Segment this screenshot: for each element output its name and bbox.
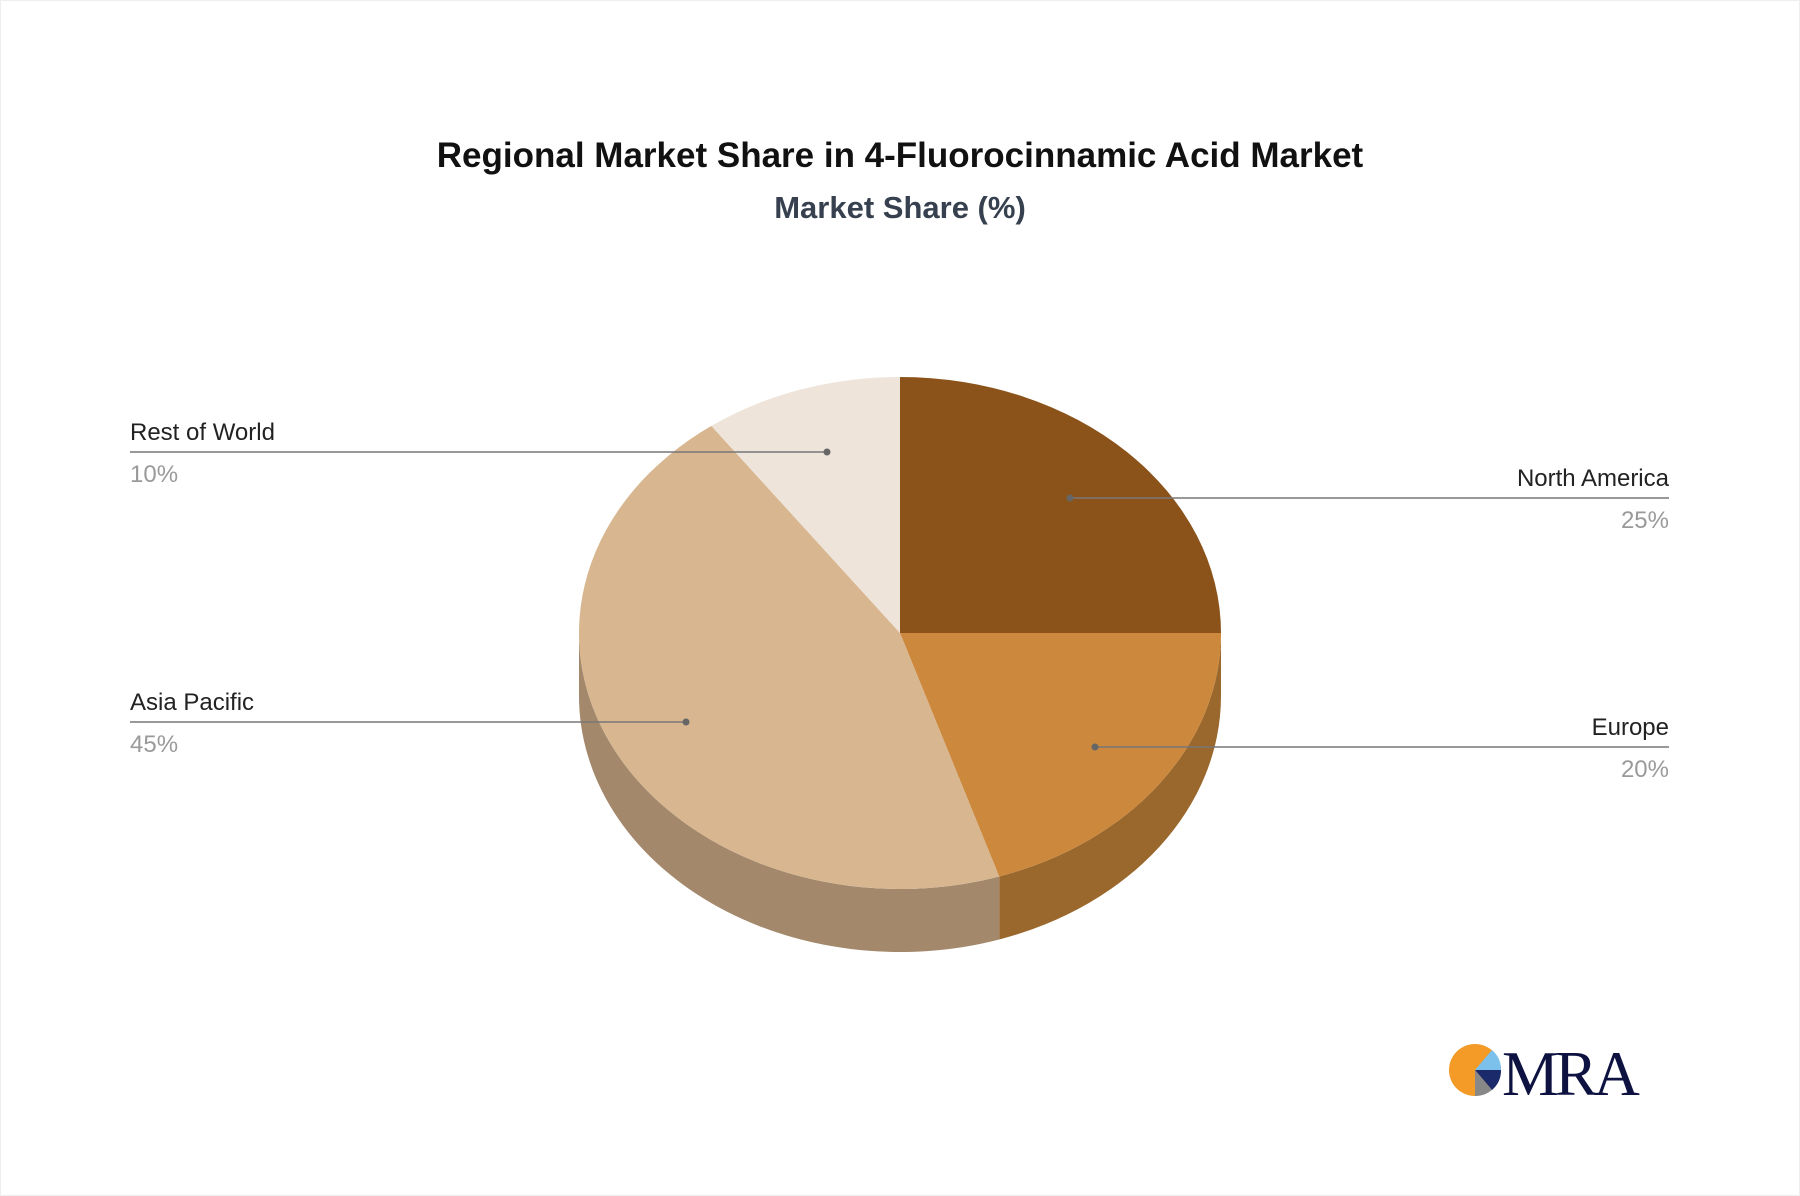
label-europe: Europe bbox=[1592, 714, 1669, 741]
chart-title: Regional Market Share in 4-Fluorocinnami… bbox=[436, 136, 1364, 175]
label-north-america: North America bbox=[1517, 465, 1670, 492]
leader-dot-asia-pacific bbox=[682, 718, 690, 726]
chart-subtitle: Market Share (%) bbox=[774, 190, 1026, 225]
mra-logo: MRA bbox=[1449, 1038, 1640, 1109]
pie-side-asia-pacific bbox=[578, 633, 1000, 952]
leader-dot-north-america bbox=[1066, 494, 1074, 502]
pie-side-europe bbox=[999, 633, 1221, 940]
label-asia-pacific: Asia Pacific bbox=[130, 689, 254, 716]
pie-slice-asia-pacific bbox=[579, 425, 1000, 889]
svg-text:MRA: MRA bbox=[1502, 1038, 1640, 1109]
leader-dot-rest-of-world bbox=[823, 448, 831, 456]
value-label-rest-of-world: 10% bbox=[130, 461, 178, 488]
pie-slice-europe bbox=[900, 633, 1221, 877]
pie-slice-north-america bbox=[900, 377, 1221, 633]
value-label-north-america: 25% bbox=[1621, 507, 1669, 534]
label-rest-of-world: Rest of World bbox=[130, 419, 275, 446]
value-label-europe: 20% bbox=[1621, 756, 1669, 783]
value-label-asia-pacific: 45% bbox=[130, 731, 178, 758]
pie-slice-rest-of-world bbox=[711, 377, 900, 633]
leader-dot-europe bbox=[1091, 743, 1099, 751]
